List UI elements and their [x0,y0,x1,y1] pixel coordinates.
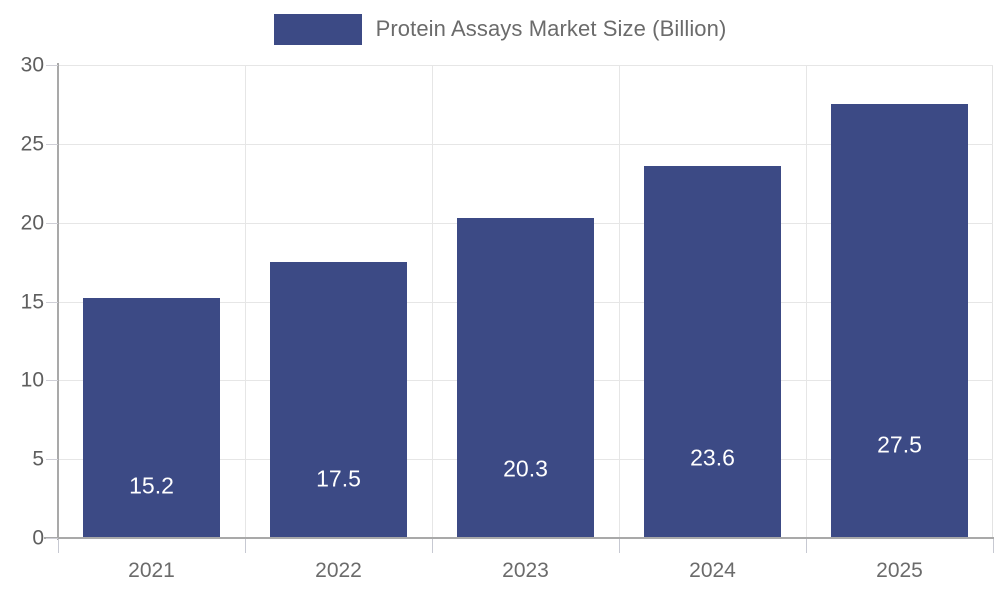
bar-2024[interactable]: 23.6 [644,165,781,538]
gridline-vertical [245,65,246,538]
y-axis-tick-label: 25 [20,132,44,156]
x-axis-tick-label: 2024 [689,559,736,582]
x-axis-tick [619,539,620,553]
chart-legend: Protein Assays Market Size (Billion) [0,8,1000,50]
legend-item-protein-assays-market-size[interactable]: Protein Assays Market Size (Billion) [273,13,727,45]
bar-value-label: 15.2 [129,472,174,499]
gridline-vertical [806,65,807,538]
y-axis-tick-label: 20 [20,211,44,235]
x-axis-tick-label: 2025 [876,559,923,582]
gridline-vertical [619,65,620,538]
bar-value-label: 20.3 [503,455,548,482]
plot-area: 15.2 17.5 20.3 23.6 27.5 [58,65,993,539]
bar-2023[interactable]: 20.3 [457,217,594,538]
y-axis-tick-label: 10 [20,368,44,392]
x-axis-tick-label: 2022 [315,559,362,582]
x-axis-tick [58,539,59,553]
legend-label: Protein Assays Market Size (Billion) [375,16,727,41]
x-axis-tick [432,539,433,553]
bar-2025[interactable]: 27.5 [831,104,968,538]
bar-value-label: 23.6 [690,444,735,471]
x-axis-tick [806,539,807,553]
y-axis-line [57,63,59,540]
y-axis-tick-label: 0 [32,526,44,550]
bar-value-label: 17.5 [316,465,361,492]
x-axis-tick [245,539,246,553]
gridline-vertical [432,65,433,538]
y-axis-tick-label: 30 [20,53,44,77]
gridline-horizontal [58,65,993,66]
bar-value-label: 27.5 [877,431,922,458]
bar-2022[interactable]: 17.5 [270,262,407,538]
x-axis-tick-label: 2021 [128,559,175,582]
legend-swatch-icon [273,13,362,45]
x-axis-line [44,537,994,539]
x-axis-tick [993,539,994,553]
gridline-horizontal [58,143,993,145]
y-axis-tick-label: 5 [32,447,44,471]
x-axis-tick-label: 2023 [502,559,549,582]
y-axis-tick-label: 15 [20,290,44,313]
bar-2021[interactable]: 15.2 [83,298,220,538]
